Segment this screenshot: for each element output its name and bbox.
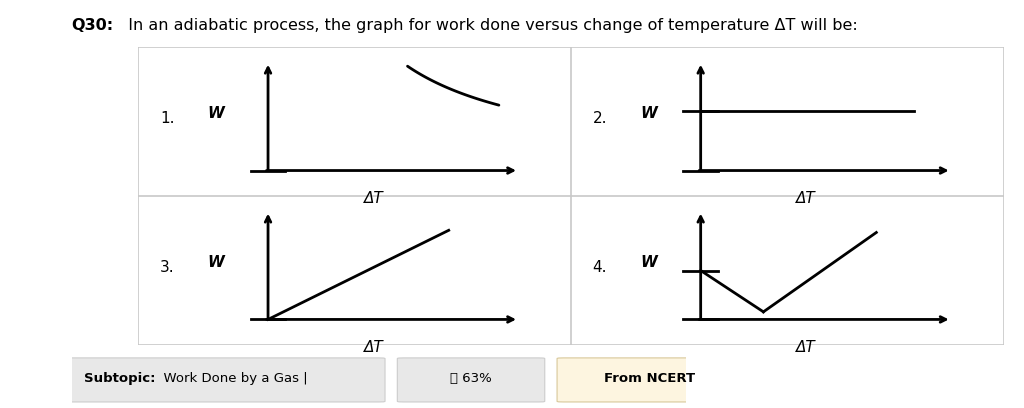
Text: ΔT: ΔT [364,340,383,355]
Text: Work Done by a Gas |: Work Done by a Gas | [155,372,307,385]
FancyBboxPatch shape [397,358,545,402]
Text: ΔT: ΔT [797,191,816,206]
Text: 3.: 3. [160,260,174,275]
Text: 2.: 2. [593,111,607,126]
Text: ΔT: ΔT [364,191,383,206]
Text: W: W [208,255,224,271]
FancyBboxPatch shape [66,358,385,402]
Text: In an adiabatic process, the graph for work done versus change of temperature ΔT: In an adiabatic process, the graph for w… [118,18,857,33]
Text: From NCERT: From NCERT [604,372,694,385]
FancyBboxPatch shape [557,358,741,402]
Text: 1.: 1. [160,111,174,126]
Text: 4.: 4. [593,260,607,275]
Text: Q30:: Q30: [72,18,114,33]
Text: W: W [640,255,657,271]
Text: ΔT: ΔT [797,340,816,355]
Text: W: W [640,106,657,122]
Text: Subtopic:: Subtopic: [84,372,156,385]
Text: W: W [208,106,224,122]
Text: 👍 63%: 👍 63% [451,372,492,385]
